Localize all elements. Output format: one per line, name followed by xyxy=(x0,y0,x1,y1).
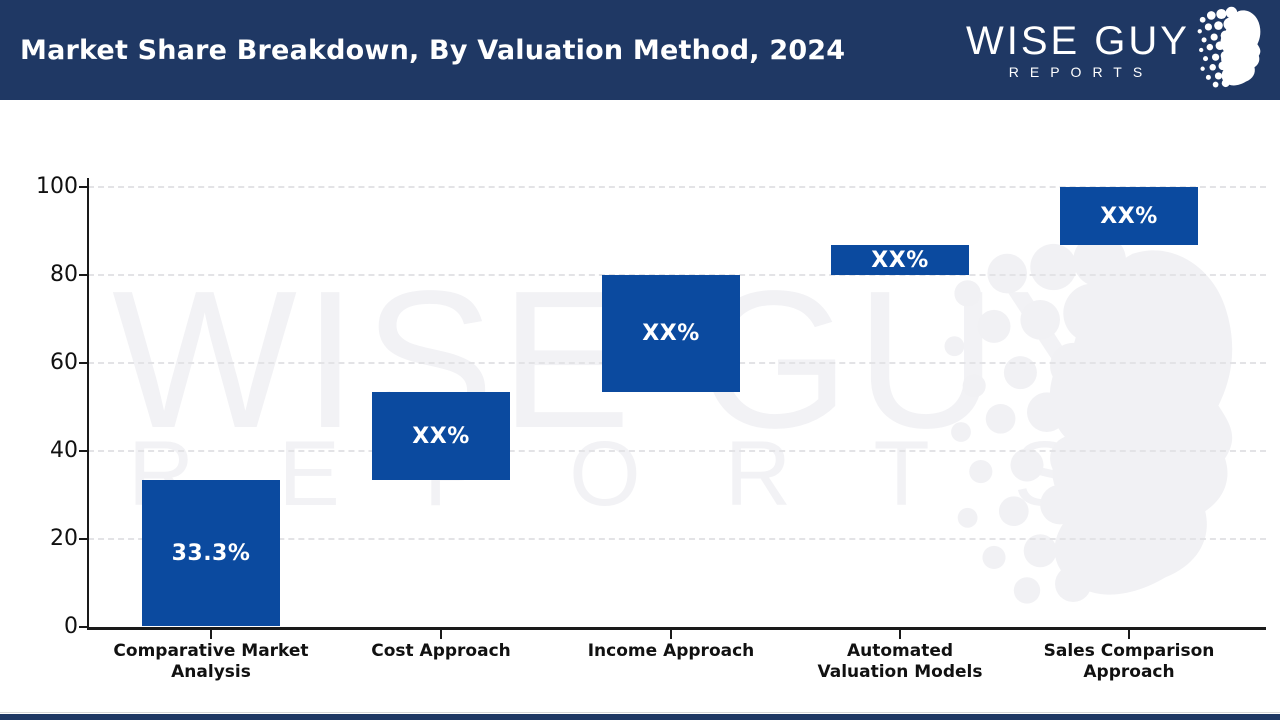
logo: WISE GUY REPORTS xyxy=(966,6,1280,94)
gridline xyxy=(88,537,1266,540)
page-header: Market Share Breakdown, By Valuation Met… xyxy=(0,0,1280,100)
y-tick-mark xyxy=(79,449,88,452)
x-tick-mark xyxy=(670,629,672,639)
y-tick-label: 40 xyxy=(50,437,78,463)
logo-wiseguy-text: WISE GUY xyxy=(965,18,1190,63)
bar: XX% xyxy=(372,392,510,481)
x-category-label: Income Approach xyxy=(587,641,755,661)
x-category-label: Automated Valuation Models xyxy=(817,641,983,682)
bar: XX% xyxy=(831,245,969,275)
y-tick-label: 80 xyxy=(50,261,78,287)
logo-reports-text: REPORTS xyxy=(1008,63,1154,80)
footer-bar xyxy=(0,714,1280,720)
page-title: Market Share Breakdown, By Valuation Met… xyxy=(20,34,846,66)
watermark-reports-text: REPORTS xyxy=(128,423,1160,525)
y-axis-line xyxy=(86,178,89,630)
x-tick-mark xyxy=(440,629,442,639)
y-tick-label: 100 xyxy=(36,174,78,199)
y-tick-label: 0 xyxy=(64,613,78,639)
x-category-label: Comparative Market Analysis xyxy=(113,641,309,682)
gridline xyxy=(88,449,1266,452)
footer-hairline xyxy=(0,712,1280,713)
logo-head-icon xyxy=(1197,6,1261,88)
x-tick-mark xyxy=(210,629,212,639)
gridline xyxy=(88,186,1266,188)
bar-value-label: XX% xyxy=(412,423,470,449)
bar-value-label: XX% xyxy=(642,321,700,347)
x-tick-mark xyxy=(1128,629,1130,639)
bar-value-label: XX% xyxy=(871,247,929,273)
bar-value-label: XX% xyxy=(1100,203,1158,229)
bar: 33.3% xyxy=(142,480,280,627)
x-axis-line xyxy=(86,626,1266,630)
x-tick-mark xyxy=(899,629,901,639)
bar: XX% xyxy=(602,274,740,393)
bar: XX% xyxy=(1060,187,1198,246)
watermark-head-icon xyxy=(944,234,1233,604)
y-tick-label: 60 xyxy=(50,349,78,375)
x-category-label: Cost Approach xyxy=(371,641,511,661)
logo-text: WISE GUY REPORTS xyxy=(966,21,1190,80)
bar-value-label: 33.3% xyxy=(171,540,251,566)
y-tick-mark xyxy=(79,625,88,628)
y-tick-mark xyxy=(79,361,88,364)
y-tick-mark xyxy=(79,186,88,188)
y-tick-label: 20 xyxy=(50,525,78,551)
x-category-label: Sales Comparison Approach xyxy=(1043,641,1215,682)
y-tick-mark xyxy=(79,537,88,540)
y-tick-mark xyxy=(79,273,88,276)
